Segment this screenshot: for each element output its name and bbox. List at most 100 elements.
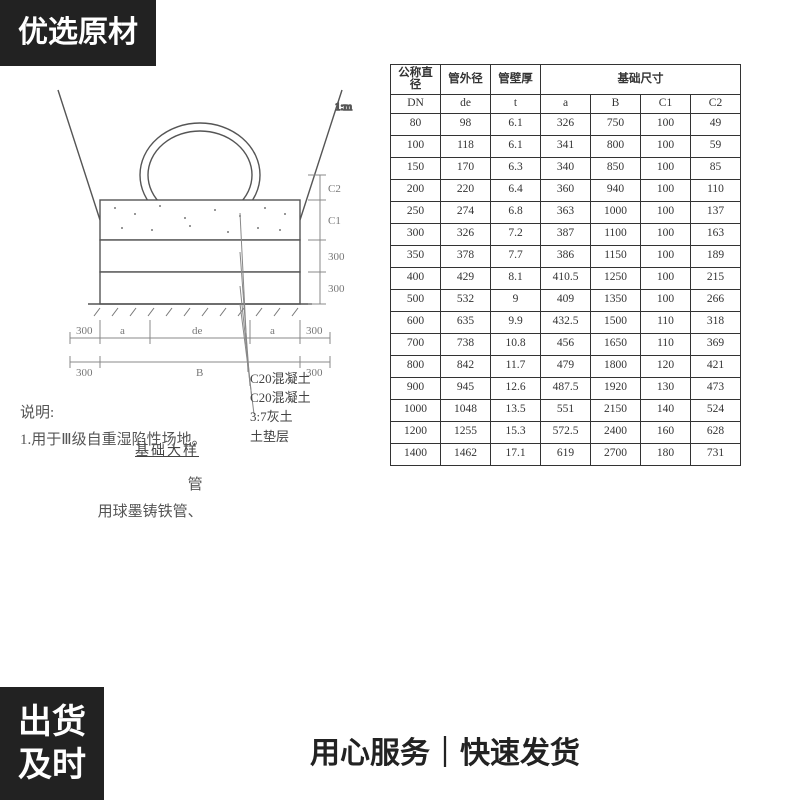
cell: 386	[541, 245, 591, 267]
cell: 6.8	[491, 201, 541, 223]
cell: 1100	[591, 223, 641, 245]
cell: 1650	[591, 333, 641, 355]
cell: 1500	[591, 311, 641, 333]
cell: 215	[691, 267, 741, 289]
cell: 619	[541, 443, 591, 465]
spec-table: 公称直径管外径管壁厚基础尺寸DNdetaBC1C2 80986.13267501…	[390, 64, 741, 466]
cell: 340	[541, 157, 591, 179]
hdr-C1: C1	[641, 95, 691, 114]
cell: 300	[391, 223, 441, 245]
badge-top-left: 优选原材	[0, 0, 156, 66]
hdr-t: t	[491, 95, 541, 114]
cell: 750	[591, 113, 641, 135]
cell: 326	[441, 223, 491, 245]
cell: 11.7	[491, 355, 541, 377]
cell: 318	[691, 311, 741, 333]
cell: 49	[691, 113, 741, 135]
cell: 421	[691, 355, 741, 377]
badge-bottom-left-l2: 及时	[18, 746, 86, 784]
cell: 137	[691, 201, 741, 223]
cell: 13.5	[491, 399, 541, 421]
cell: 572.5	[541, 421, 591, 443]
table-row: 90094512.6487.51920130473	[391, 377, 741, 399]
cell: 274	[441, 201, 491, 223]
cell: 10.8	[491, 333, 541, 355]
cell: 1000	[591, 201, 641, 223]
cell: 100	[641, 113, 691, 135]
cell: 189	[691, 245, 741, 267]
badge-top-left-text: 优选原材	[18, 16, 138, 49]
cell: 400	[391, 267, 441, 289]
dim-300lb: 300	[76, 367, 93, 379]
cell: 473	[691, 377, 741, 399]
cell: 100	[641, 201, 691, 223]
cell: 118	[441, 135, 491, 157]
cell: 1250	[591, 267, 641, 289]
cell: 500	[391, 289, 441, 311]
table-row: 1400146217.16192700180731	[391, 443, 741, 465]
cell: 410.5	[541, 267, 591, 289]
cell: 600	[391, 311, 441, 333]
cell: 551	[541, 399, 591, 421]
cell: 1920	[591, 377, 641, 399]
cell: 387	[541, 223, 591, 245]
cell: 6.1	[491, 113, 541, 135]
cell: 635	[441, 311, 491, 333]
badge-bottom-left: 出货 及时	[0, 687, 104, 800]
th-c1: 公称直径	[391, 65, 441, 95]
table-row: 1200125515.3572.52400160628	[391, 421, 741, 443]
table-row: 6006359.9432.51500110318	[391, 311, 741, 333]
cell: 731	[691, 443, 741, 465]
cell: 738	[441, 333, 491, 355]
cell: 150	[391, 157, 441, 179]
cell: 341	[541, 135, 591, 157]
legend-item-0: C20混凝土	[250, 370, 311, 388]
cell: 100	[641, 289, 691, 311]
bottom-tagline: 用心服务｜快速发货	[310, 728, 580, 772]
dim-slope: 1:m	[335, 101, 353, 113]
cell: 98	[441, 113, 491, 135]
cell: 1462	[441, 443, 491, 465]
cell: 80	[391, 113, 441, 135]
cell: 369	[691, 333, 741, 355]
cell: 17.1	[491, 443, 541, 465]
cell: 1000	[391, 399, 441, 421]
cell: 6.3	[491, 157, 541, 179]
cell: 120	[641, 355, 691, 377]
explain-frag1: 管	[20, 472, 207, 499]
cell: 100	[641, 245, 691, 267]
cell: 479	[541, 355, 591, 377]
hdr-C2: C2	[691, 95, 741, 114]
cell: 456	[541, 333, 591, 355]
cell: 842	[441, 355, 491, 377]
cell: 7.2	[491, 223, 541, 245]
table-row: 80084211.74791800120421	[391, 355, 741, 377]
table-row: 3503787.73861150100189	[391, 245, 741, 267]
cell: 700	[391, 333, 441, 355]
table-row: 2002206.4360940100110	[391, 179, 741, 201]
cell: 360	[541, 179, 591, 201]
cell: 12.6	[491, 377, 541, 399]
dim-a2: a	[270, 325, 275, 337]
cell: 15.3	[491, 421, 541, 443]
cell: 170	[441, 157, 491, 179]
hdr-B: B	[591, 95, 641, 114]
cell: 8.1	[491, 267, 541, 289]
cell: 163	[691, 223, 741, 245]
cell: 378	[441, 245, 491, 267]
cell: 900	[391, 377, 441, 399]
legend-item-3: 土垫层	[250, 428, 311, 446]
th-c3: 管壁厚	[491, 65, 541, 95]
cell: 7.7	[491, 245, 541, 267]
explain-heading: 说明:	[20, 400, 207, 427]
cell: 432.5	[541, 311, 591, 333]
th-dims: 基础尺寸	[541, 65, 741, 95]
cell: 1150	[591, 245, 641, 267]
cell: 9.9	[491, 311, 541, 333]
cell: 350	[391, 245, 441, 267]
cell: 326	[541, 113, 591, 135]
cell: 100	[641, 179, 691, 201]
cell: 160	[641, 421, 691, 443]
cell: 6.1	[491, 135, 541, 157]
cell: 850	[591, 157, 641, 179]
